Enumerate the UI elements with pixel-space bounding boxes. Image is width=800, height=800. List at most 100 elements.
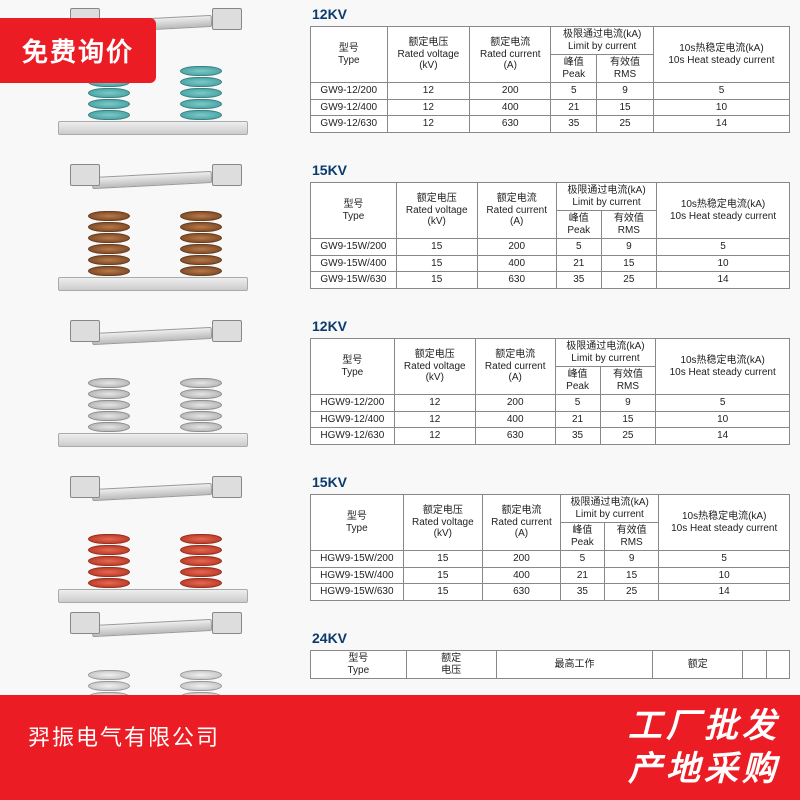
cell-kv: 12: [387, 99, 470, 116]
cell-heat: 10: [653, 99, 789, 116]
cell-heat: 10: [657, 255, 790, 272]
insulator-left: [88, 210, 130, 277]
cell-rms: 15: [597, 99, 654, 116]
cell-heat: 5: [653, 83, 789, 100]
cell-a: 400: [470, 99, 551, 116]
spec-table-head: 型号Type 额定电压Rated voltage(kV) 额定电流Rated c…: [311, 183, 790, 239]
cell-type: GW9-12/200: [311, 83, 388, 100]
device-base: [58, 121, 248, 135]
cell-heat: 5: [659, 551, 790, 568]
slogan-line-1: 工厂批发: [628, 705, 780, 748]
device-image-cell: [0, 316, 310, 466]
spec-table-body: HGW9-15W/200 15 200 5 9 5 HGW9-15W/400 1…: [311, 551, 790, 601]
cell-type: GW9-15W/400: [311, 255, 397, 272]
cell-type: GW9-15W/630: [311, 272, 397, 289]
spec-section: 12KV 型号Type 额定电压Rated voltage(kV) 额定电流Ra…: [0, 316, 800, 466]
cell-rms: 25: [600, 428, 656, 445]
cell-type: HGW9-15W/400: [311, 567, 404, 584]
cell-peak: 21: [556, 255, 601, 272]
cell-peak: 5: [560, 551, 604, 568]
cell-a: 630: [482, 584, 560, 601]
cell-peak: 21: [560, 567, 604, 584]
cell-a: 400: [482, 567, 560, 584]
spec-table-head: 型号Type 额定电压 最高工作 额定: [311, 651, 790, 679]
cell-type: GW9-12/630: [311, 116, 388, 133]
spec-table: 型号Type 额定电压Rated voltage(kV) 额定电流Rated c…: [310, 494, 790, 601]
device-hinge-left: [70, 164, 100, 186]
table-cell: 12KV 型号Type 额定电压Rated voltage(kV) 额定电流Ra…: [310, 316, 800, 445]
table-row: GW9-15W/630 15 630 35 25 14: [311, 272, 790, 289]
cell-heat: 14: [653, 116, 789, 133]
cell-kv: 12: [387, 116, 470, 133]
cell-a: 200: [482, 551, 560, 568]
cell-type: HGW9-12/200: [311, 395, 395, 412]
insulator-right: [180, 210, 222, 277]
spec-table-head: 型号Type 额定电压Rated voltage(kV) 额定电流Rated c…: [311, 27, 790, 83]
spec-table: 型号Type 额定电压Rated voltage(kV) 额定电流Rated c…: [310, 338, 790, 445]
free-quote-badge[interactable]: 免费询价: [0, 18, 156, 83]
device-top-link: [92, 326, 212, 344]
cell-heat: 14: [659, 584, 790, 601]
table-row: GW9-12/400 12 400 21 15 10: [311, 99, 790, 116]
insulator-right: [180, 65, 222, 121]
device-top-link: [92, 618, 212, 636]
device-top-link: [92, 482, 212, 500]
table-cell: 15KV 型号Type 额定电压Rated voltage(kV) 额定电流Ra…: [310, 160, 800, 289]
cell-a: 630: [470, 116, 551, 133]
cell-type: GW9-12/400: [311, 99, 388, 116]
cell-peak: 35: [555, 428, 600, 445]
cell-a: 630: [477, 272, 556, 289]
cell-rms: 25: [597, 116, 654, 133]
spec-table-body: HGW9-12/200 12 200 5 9 5 HGW9-12/400 12 …: [311, 395, 790, 445]
cell-kv: 15: [403, 567, 482, 584]
cell-type: HGW9-15W/630: [311, 584, 404, 601]
cell-a: 200: [470, 83, 551, 100]
spec-table-head: 型号Type 额定电压Rated voltage(kV) 额定电流Rated c…: [311, 495, 790, 551]
cell-peak: 21: [551, 99, 597, 116]
table-row: GW9-15W/400 15 400 21 15 10: [311, 255, 790, 272]
device-hinge-left: [70, 476, 100, 498]
cell-rms: 25: [601, 272, 657, 289]
table-row: HGW9-12/630 12 630 35 25 14: [311, 428, 790, 445]
insulator-right: [180, 377, 222, 433]
table-row: HGW9-12/200 12 200 5 9 5: [311, 395, 790, 412]
cell-heat: 10: [659, 567, 790, 584]
cell-rms: 25: [604, 584, 659, 601]
cell-a: 200: [475, 395, 555, 412]
cell-a: 400: [475, 411, 555, 428]
table-row: GW9-12/630 12 630 35 25 14: [311, 116, 790, 133]
cell-kv: 12: [387, 83, 470, 100]
cell-type: GW9-15W/200: [311, 239, 397, 256]
cell-kv: 15: [396, 272, 477, 289]
cell-heat: 5: [657, 239, 790, 256]
cell-peak: 21: [555, 411, 600, 428]
cell-heat: 5: [656, 395, 790, 412]
cell-rms: 9: [597, 83, 654, 100]
device-hinge-right: [212, 612, 242, 634]
device-hinge-right: [212, 476, 242, 498]
cell-kv: 15: [403, 584, 482, 601]
cell-rms: 15: [601, 255, 657, 272]
device-illustration: [40, 324, 270, 459]
spec-section: 15KV 型号Type 额定电压Rated voltage(kV) 额定电流Ra…: [0, 160, 800, 310]
cell-rms: 9: [600, 395, 656, 412]
cell-peak: 5: [556, 239, 601, 256]
spec-table: 型号Type 额定电压Rated voltage(kV) 额定电流Rated c…: [310, 182, 790, 289]
table-cell: 24KV 型号Type 额定电压 最高工作 额定: [310, 628, 800, 679]
cell-type: HGW9-12/630: [311, 428, 395, 445]
cell-type: HGW9-15W/200: [311, 551, 404, 568]
slogan-line-2: 产地采购: [628, 748, 780, 791]
table-cell: 15KV 型号Type 额定电压Rated voltage(kV) 额定电流Ra…: [310, 472, 800, 601]
cell-kv: 15: [396, 255, 477, 272]
spec-table-body: GW9-15W/200 15 200 5 9 5 GW9-15W/400 15 …: [311, 239, 790, 289]
cell-peak: 5: [555, 395, 600, 412]
cell-a: 630: [475, 428, 555, 445]
device-base: [58, 277, 248, 291]
spec-sections: 12KV 型号Type 额定电压Rated voltage(kV) 额定电流Ra…: [0, 0, 800, 744]
cell-heat: 10: [656, 411, 790, 428]
device-hinge-right: [212, 320, 242, 342]
table-cell: 12KV 型号Type 额定电压Rated voltage(kV) 额定电流Ra…: [310, 4, 800, 133]
device-hinge-right: [212, 164, 242, 186]
section-title: 15KV: [312, 162, 790, 178]
cell-rms: 15: [600, 411, 656, 428]
